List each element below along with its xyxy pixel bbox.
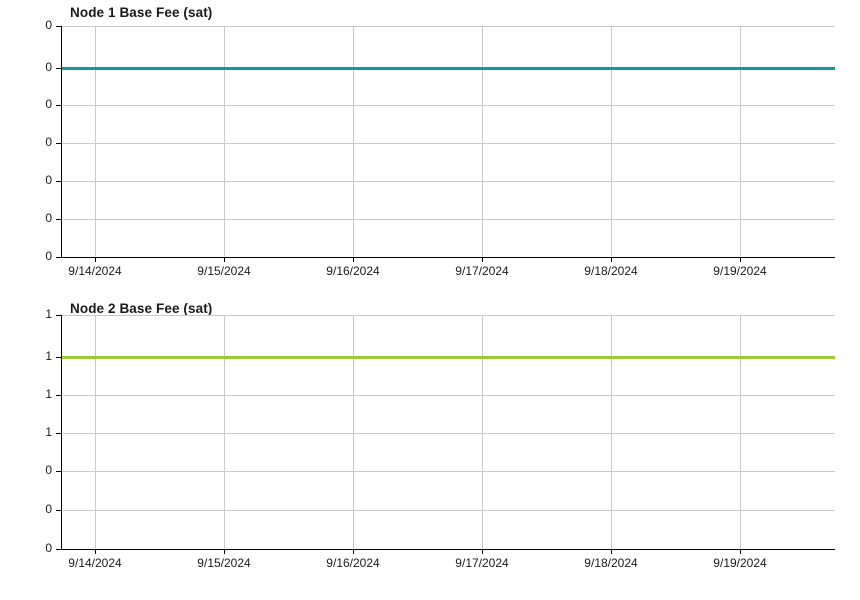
x-tick-label: 9/18/2024 xyxy=(584,556,638,570)
y-tick-label: 0 xyxy=(45,135,52,149)
x-tick-label: 9/15/2024 xyxy=(197,264,251,278)
y-tick-label: 0 xyxy=(45,97,52,111)
y-tick-mark xyxy=(56,357,61,358)
x-axis-node1 xyxy=(61,257,835,258)
gridline-vertical xyxy=(611,315,612,549)
gridline-horizontal xyxy=(62,181,835,182)
x-tick-mark xyxy=(482,550,483,554)
x-tick-label: 9/15/2024 xyxy=(197,556,251,570)
y-tick-mark xyxy=(56,433,61,434)
x-tick-mark xyxy=(740,550,741,554)
x-tick-mark xyxy=(224,550,225,554)
x-tick-label: 9/16/2024 xyxy=(326,556,380,570)
y-tick-mark xyxy=(56,510,61,511)
gridline-horizontal xyxy=(62,219,835,220)
y-tick-mark xyxy=(56,181,61,182)
gridline-vertical xyxy=(740,26,741,257)
plot-area-node2 xyxy=(62,315,835,549)
x-tick-label: 9/19/2024 xyxy=(713,264,767,278)
gridline-horizontal xyxy=(62,105,835,106)
gridline-horizontal xyxy=(62,433,835,434)
gridline-horizontal xyxy=(62,26,835,27)
y-tick-label: 0 xyxy=(45,463,52,477)
gridline-vertical xyxy=(482,315,483,549)
gridline-vertical xyxy=(95,315,96,549)
gridline-vertical xyxy=(353,315,354,549)
series-line-node1 xyxy=(62,67,835,70)
x-tick-mark xyxy=(95,258,96,262)
plot-area-node1 xyxy=(62,26,835,257)
y-tick-mark xyxy=(56,26,61,27)
y-tick-label: 0 xyxy=(45,60,52,74)
gridline-horizontal xyxy=(62,471,835,472)
y-tick-mark xyxy=(56,395,61,396)
chart-title-node1: Node 1 Base Fee (sat) xyxy=(70,5,213,20)
x-tick-mark xyxy=(353,258,354,262)
gridline-horizontal xyxy=(62,315,835,316)
x-tick-label: 9/18/2024 xyxy=(584,264,638,278)
gridline-vertical xyxy=(740,315,741,549)
x-tick-label: 9/16/2024 xyxy=(326,264,380,278)
x-tick-mark xyxy=(740,258,741,262)
series-line-node2 xyxy=(62,356,835,359)
chart-title-node2: Node 2 Base Fee (sat) xyxy=(70,301,213,316)
y-tick-mark xyxy=(56,143,61,144)
y-tick-mark xyxy=(56,68,61,69)
y-tick-mark xyxy=(56,105,61,106)
y-tick-label: 0 xyxy=(45,541,52,555)
gridline-horizontal xyxy=(62,143,835,144)
gridline-vertical xyxy=(224,315,225,549)
y-tick-mark xyxy=(56,257,61,258)
y-tick-label: 0 xyxy=(45,18,52,32)
y-tick-label: 1 xyxy=(45,349,52,363)
x-tick-mark xyxy=(353,550,354,554)
x-tick-mark xyxy=(611,550,612,554)
y-tick-mark xyxy=(56,471,61,472)
gridline-horizontal xyxy=(62,510,835,511)
y-tick-mark xyxy=(56,315,61,316)
chart-panel-node2: Node 2 Base Fee (sat) 1 1 1 1 0 0 0 xyxy=(0,289,860,600)
y-tick-label: 0 xyxy=(45,211,52,225)
x-tick-label: 9/17/2024 xyxy=(455,556,509,570)
y-axis-node1 xyxy=(61,26,62,258)
x-tick-label: 9/17/2024 xyxy=(455,264,509,278)
x-axis-node2 xyxy=(61,549,835,550)
gridline-vertical xyxy=(95,26,96,257)
y-tick-mark xyxy=(56,549,61,550)
y-axis-node2 xyxy=(61,315,62,550)
y-tick-label: 1 xyxy=(45,387,52,401)
gridline-vertical xyxy=(482,26,483,257)
y-tick-label: 0 xyxy=(45,249,52,263)
y-tick-mark xyxy=(56,219,61,220)
x-tick-label: 9/14/2024 xyxy=(68,556,122,570)
y-tick-label: 0 xyxy=(45,502,52,516)
y-tick-label: 0 xyxy=(45,173,52,187)
x-tick-label: 9/19/2024 xyxy=(713,556,767,570)
y-tick-label: 1 xyxy=(45,425,52,439)
gridline-vertical xyxy=(611,26,612,257)
x-tick-mark xyxy=(482,258,483,262)
x-tick-label: 9/14/2024 xyxy=(68,264,122,278)
gridline-horizontal xyxy=(62,395,835,396)
x-tick-mark xyxy=(611,258,612,262)
x-tick-mark xyxy=(95,550,96,554)
chart-panel-node1: Node 1 Base Fee (sat) 0 0 0 0 0 0 0 xyxy=(0,0,860,295)
x-tick-mark xyxy=(224,258,225,262)
gridline-vertical xyxy=(353,26,354,257)
y-tick-label: 1 xyxy=(45,307,52,321)
gridline-vertical xyxy=(224,26,225,257)
